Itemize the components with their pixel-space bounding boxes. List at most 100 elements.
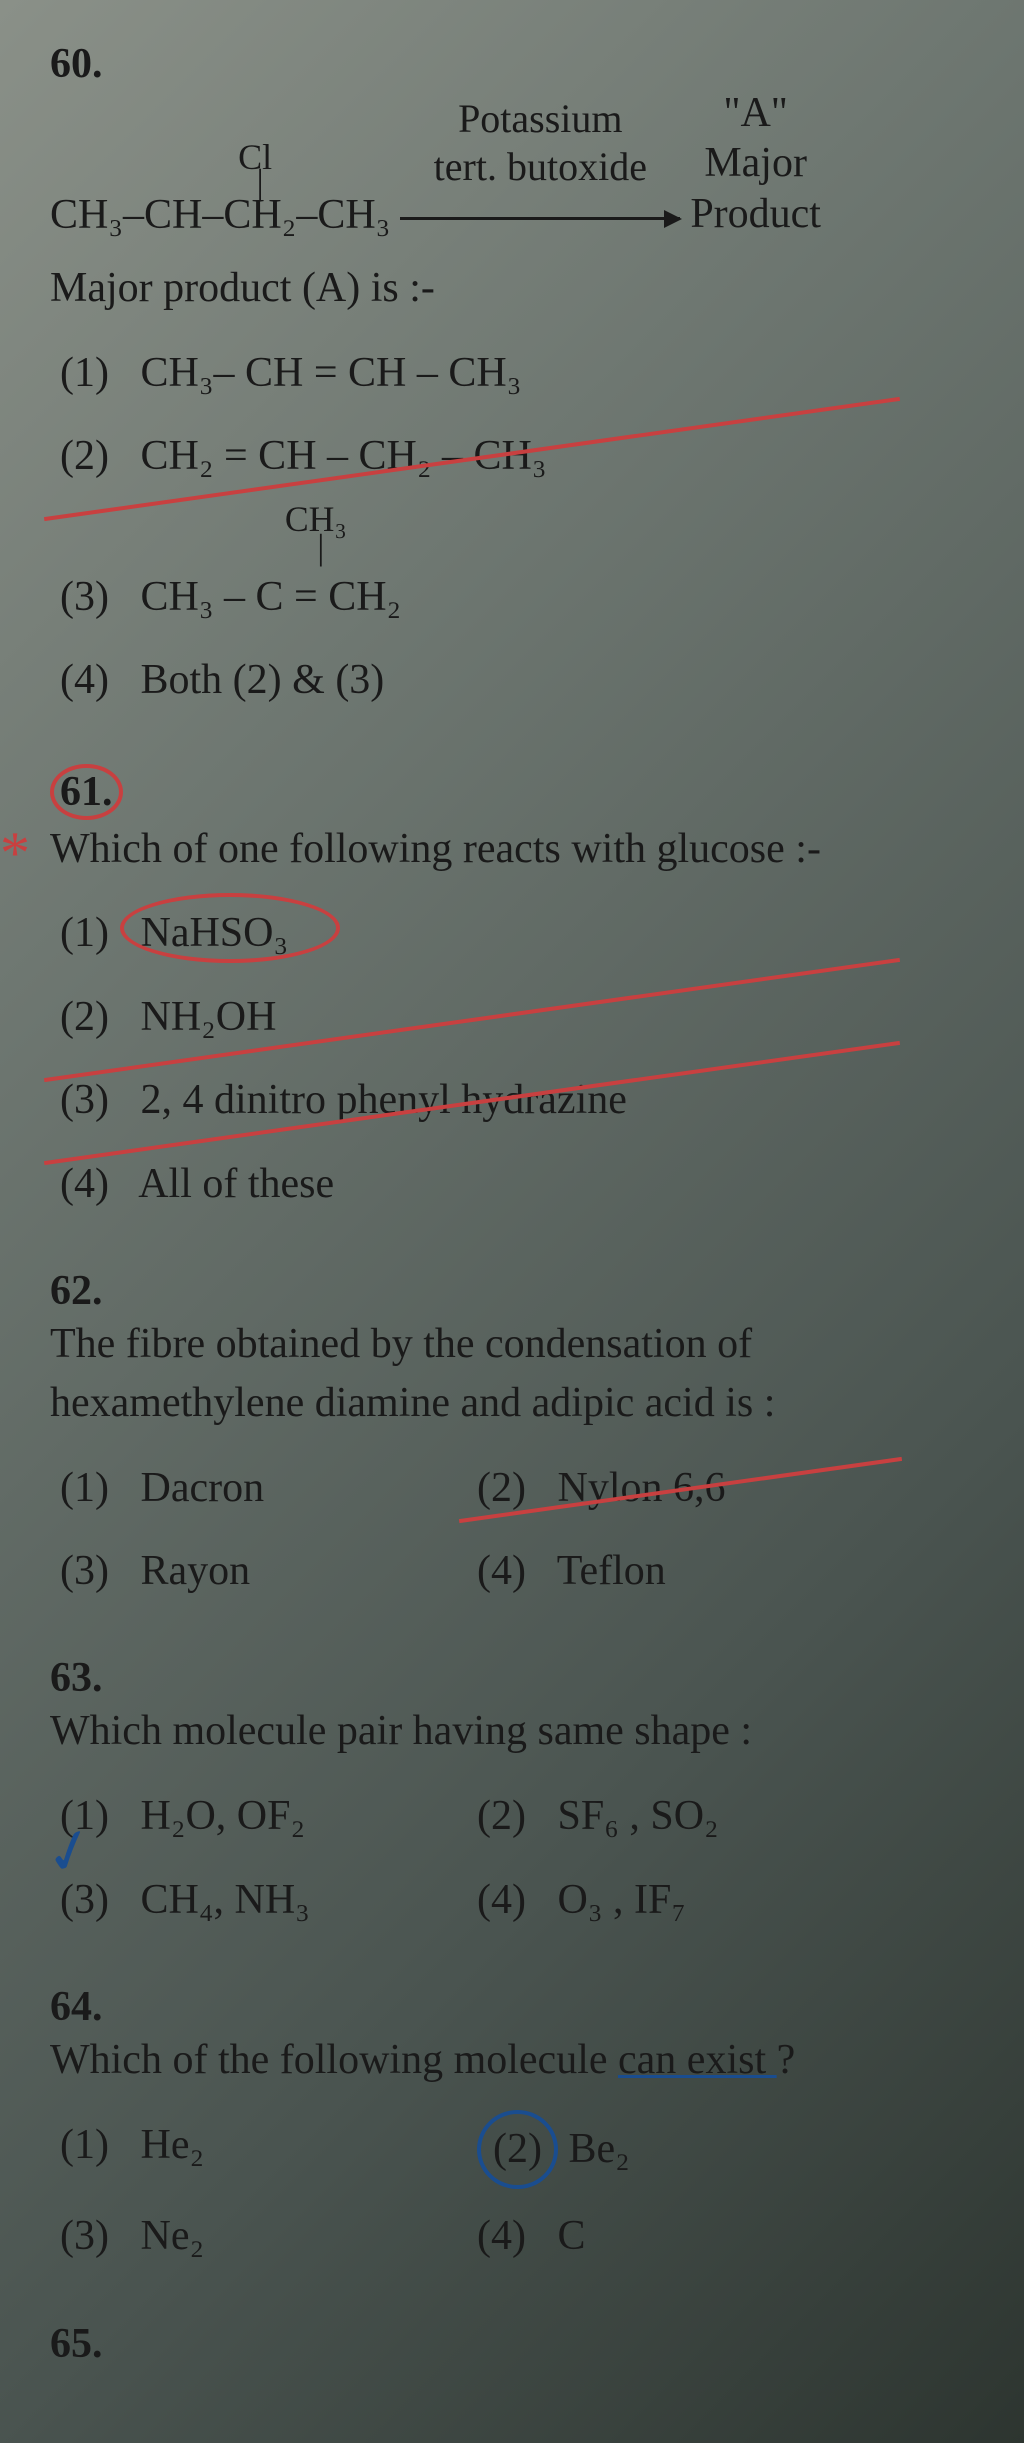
opt-num: (4)	[477, 1536, 547, 1607]
option-2: (2) CH₂ = CH – CH₂ – CH₃	[60, 421, 894, 492]
q-body: Which of the following molecule can exis…	[50, 2031, 894, 2285]
opt-text: NaHSO₃	[141, 910, 289, 956]
reactant-bond: |	[130, 173, 390, 191]
question-61: * 61. Which of one following reacts with…	[50, 764, 974, 1232]
opt-text: Ne₂	[141, 2213, 205, 2259]
q-stem: The fibre obtained by the condensation o…	[50, 1315, 894, 1433]
opt-num: (2)	[60, 982, 130, 1053]
option-4: (4) All of these	[60, 1149, 894, 1220]
reagent-bottom: tert. butoxide	[400, 143, 680, 191]
reagent-top: Potassium	[400, 95, 680, 143]
star-annotation: *	[0, 819, 30, 888]
opt-num: (4)	[477, 1865, 547, 1936]
option-3: (3) Rayon	[60, 1536, 477, 1607]
q-stem: Which molecule pair having same shape :	[50, 1702, 894, 1761]
option-1: (1) Dacron	[60, 1453, 477, 1524]
opt-num: (4)	[60, 1149, 130, 1220]
option-4: (4) O₃ , IF₇	[477, 1865, 894, 1936]
question-60: 60. Cl | CH₃–CH–CH₂–CH₃ Potassium tert. …	[50, 40, 974, 729]
option-4: (4) Both (2) & (3)	[60, 645, 894, 716]
opt-num: (1)	[60, 2110, 130, 2181]
opt-text: NH₂OH	[141, 994, 277, 1040]
opt-text: CH₃– CH = CH – CH₃	[141, 350, 522, 396]
opt-num: (3)	[60, 2201, 130, 2272]
product-line1: Major	[690, 138, 821, 188]
opt-num: (1)	[60, 1453, 130, 1524]
option-3: (3) Ne₂	[60, 2201, 477, 2272]
option-4: (4) Teflon	[477, 1536, 894, 1607]
question-62: 62. The fibre obtained by the condensati…	[50, 1267, 974, 1619]
opt-num: (3)	[60, 1865, 130, 1936]
opt-num: (2)	[60, 421, 130, 492]
option-2: (2) NH₂OH	[60, 982, 894, 1053]
options: (1) NaHSO₃ (2) NH₂OH (3) 2, 4 dinitro ph…	[60, 898, 894, 1220]
q-number: 62.	[50, 1267, 130, 1315]
q-stem: Which of one following reacts with gluco…	[50, 820, 894, 879]
option-3: (3) CH₄, NH₃	[60, 1865, 477, 1936]
opt-text: He₂	[141, 2122, 205, 2168]
opt-text: All of these	[138, 1161, 334, 1207]
option-1: (1) NaHSO₃	[60, 898, 894, 969]
question-65-cutoff: 65.	[50, 2320, 974, 2368]
opt-text: Both (2) & (3)	[141, 657, 385, 703]
opt-text: Teflon	[557, 1548, 666, 1594]
opt-text: O₃ , IF₇	[558, 1877, 686, 1923]
reagent-arrow: Potassium tert. butoxide	[400, 95, 680, 239]
opt-text: Be₂	[568, 2126, 629, 2172]
option-1: ✓ (1) H₂O, OF₂	[60, 1781, 477, 1852]
option-1: (1) He₂	[60, 2110, 477, 2189]
q-body: The fibre obtained by the condensation o…	[50, 1315, 894, 1619]
q-number: 65.	[50, 2320, 130, 2368]
opt-num: (4)	[477, 2201, 547, 2272]
opt-text: CH₂ = CH – CH₂ – CH₃	[141, 433, 547, 479]
option-2: (2) SF₆ , SO₂	[477, 1781, 894, 1852]
reactant-substituent: Cl	[120, 141, 390, 173]
q-body: Which of one following reacts with gluco…	[50, 820, 894, 1232]
option-4: (4) C	[477, 2201, 894, 2272]
option-2: (2) Nylon 6,6	[477, 1453, 894, 1524]
question-63: 63. Which molecule pair having same shap…	[50, 1654, 974, 1948]
substituent: CH₃	[231, 505, 402, 534]
option-3: (3) 2, 4 dinitro phenyl hydrazine	[60, 1065, 894, 1136]
opt-text: Nylon 6,6	[558, 1465, 726, 1511]
opt-num-circled: (2)	[477, 2110, 558, 2189]
opt-num: (2)	[477, 1781, 547, 1852]
option-2: (2) Be₂	[477, 2110, 894, 2189]
option-1: (1) CH₃– CH = CH – CH₃	[60, 338, 894, 409]
options: ✓ (1) H₂O, OF₂ (2) SF₆ , SO₂ (3) CH₄, NH…	[60, 1781, 894, 1948]
opt-text: C	[558, 2213, 586, 2259]
options: (1) CH₃– CH = CH – CH₃ (2) CH₂ = CH – CH…	[60, 338, 894, 717]
q-stem: Which of the following molecule can exis…	[50, 2031, 894, 2090]
opt-text: H₂O, OF₂	[141, 1793, 306, 1839]
reaction-arrow	[400, 217, 680, 220]
reactant-formula: CH₃–CH–CH₂–CH₃	[50, 191, 390, 239]
opt-num: (4)	[60, 645, 130, 716]
q-number: 60.	[50, 40, 130, 88]
opt-text: CH₃ – C = CH₂	[141, 574, 402, 620]
product-label: "A"	[690, 88, 821, 138]
opt-num: (1)	[60, 898, 130, 969]
stem-underline: can exist	[618, 2037, 777, 2083]
reactant: Cl | CH₃–CH–CH₂–CH₃	[50, 141, 390, 239]
opt-text: CH₄, NH₃	[141, 1877, 310, 1923]
opt-struct: CH₃ | CH₃ – C = CH₂	[141, 505, 402, 634]
options: (1) Dacron (2) Nylon 6,6 (3) Rayon (4) T…	[60, 1453, 894, 1620]
q-body: Cl | CH₃–CH–CH₂–CH₃ Potassium tert. buto…	[50, 88, 894, 729]
opt-text: Dacron	[141, 1465, 265, 1511]
product-line2: Product	[690, 189, 821, 239]
q-number-circled: 61.	[50, 764, 123, 820]
opt-text: 2, 4 dinitro phenyl hydrazine	[141, 1077, 627, 1123]
opt-num: (3)	[60, 562, 130, 633]
opt-num: (1)	[60, 338, 130, 409]
q-number: 63.	[50, 1654, 130, 1702]
opt-text: SF₆ , SO₂	[558, 1793, 719, 1839]
opt-text: Rayon	[141, 1548, 251, 1594]
q-stem: Major product (A) is :-	[50, 259, 894, 318]
q-number: 64.	[50, 1983, 130, 2031]
reaction-scheme: Cl | CH₃–CH–CH₂–CH₃ Potassium tert. buto…	[50, 88, 894, 239]
question-64: 64. Which of the following molecule can …	[50, 1983, 974, 2285]
opt-num: (3)	[60, 1065, 130, 1136]
bond: |	[241, 533, 402, 562]
q-number: 61.	[50, 764, 130, 820]
q-body: Which molecule pair having same shape : …	[50, 1702, 894, 1948]
